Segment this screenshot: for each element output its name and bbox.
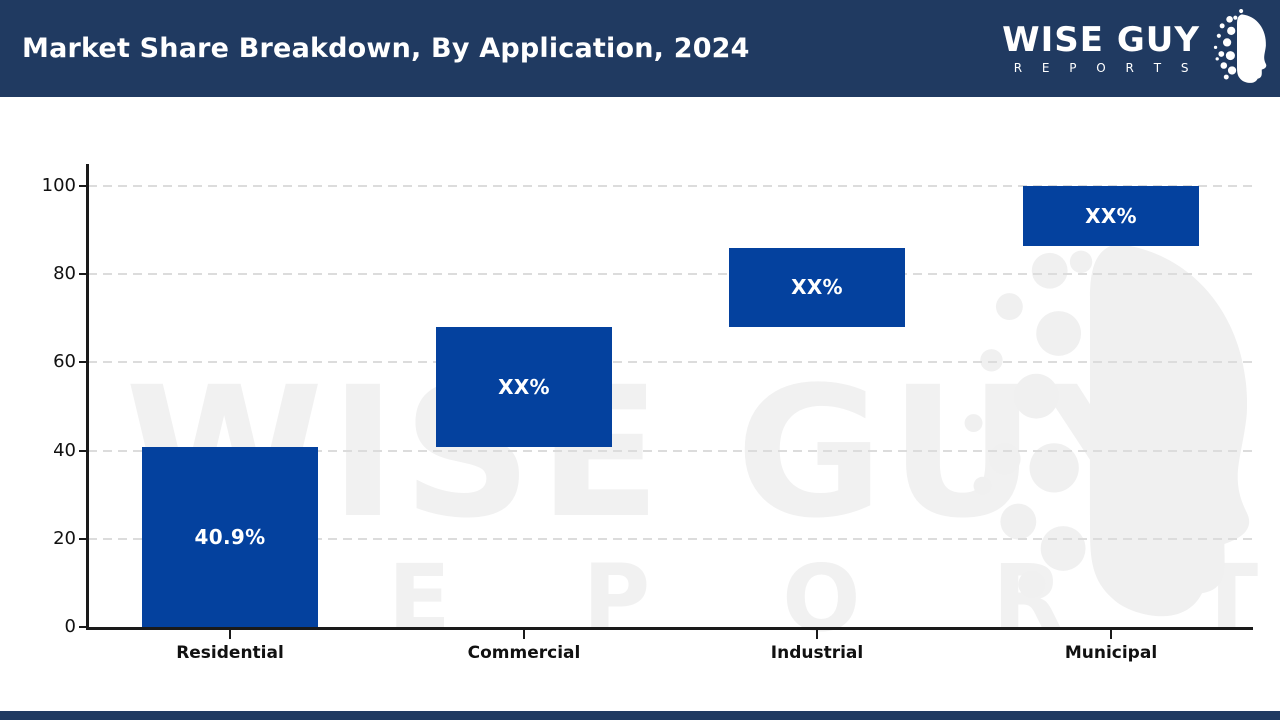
x-tick-residential <box>229 630 231 639</box>
bar-label-residential: 40.9% <box>194 524 266 549</box>
gridline-40 <box>88 449 1253 452</box>
brand-subtitle: R E P O R T S <box>1013 60 1197 75</box>
bar-industrial: XX% <box>729 247 905 328</box>
x-tick-municipal <box>1110 630 1112 639</box>
y-tick-60 <box>79 361 88 364</box>
bar-label-municipal: XX% <box>1085 203 1137 228</box>
y-tick-40 <box>79 449 88 452</box>
y-tick-label-100: 100 <box>41 175 76 196</box>
y-tick-label-80: 80 <box>53 263 76 285</box>
y-axis-spine <box>86 164 89 630</box>
y-tick-100 <box>79 185 88 187</box>
y-tick-20 <box>79 537 88 540</box>
gridline-80 <box>88 273 1253 276</box>
gridline-20 <box>88 537 1253 540</box>
x-tick-label-industrial: Industrial <box>770 643 864 663</box>
x-axis-spine <box>88 627 1253 630</box>
brand-logo-text: WISE GUY R E P O R T S <box>1002 20 1200 75</box>
y-tick-0 <box>79 626 88 628</box>
gridline-60 <box>88 361 1253 364</box>
bar-label-industrial: XX% <box>791 275 843 300</box>
chart-plot-area: WISE GUY R E P O R T S 02040608010040.9%… <box>0 97 1280 711</box>
y-tick-label-20: 20 <box>53 527 76 549</box>
gridline-100 <box>88 185 1253 187</box>
x-tick-label-commercial: Commercial <box>467 643 581 663</box>
y-tick-label-0: 0 <box>64 616 76 637</box>
header-bar: Market Share Breakdown, By Application, … <box>0 0 1280 97</box>
y-tick-80 <box>79 273 88 276</box>
brand-logo: WISE GUY R E P O R T S <box>1002 8 1270 90</box>
brand-head-icon <box>1213 9 1267 83</box>
bar-residential: 40.9% <box>142 446 318 627</box>
watermark-head-icon <box>964 217 1250 617</box>
y-tick-label-40: 40 <box>53 439 76 461</box>
x-tick-industrial <box>816 630 818 639</box>
chart-title: Market Share Breakdown, By Application, … <box>22 33 750 64</box>
y-tick-label-60: 60 <box>53 351 76 373</box>
bar-commercial: XX% <box>436 327 612 447</box>
footer-bar <box>0 711 1280 720</box>
x-tick-label-residential: Residential <box>176 643 284 663</box>
brand-name: WISE GUY <box>1002 20 1200 61</box>
x-tick-label-municipal: Municipal <box>1064 643 1158 663</box>
bar-label-commercial: XX% <box>498 374 550 399</box>
bar-municipal: XX% <box>1023 186 1199 246</box>
x-tick-commercial <box>523 630 525 639</box>
